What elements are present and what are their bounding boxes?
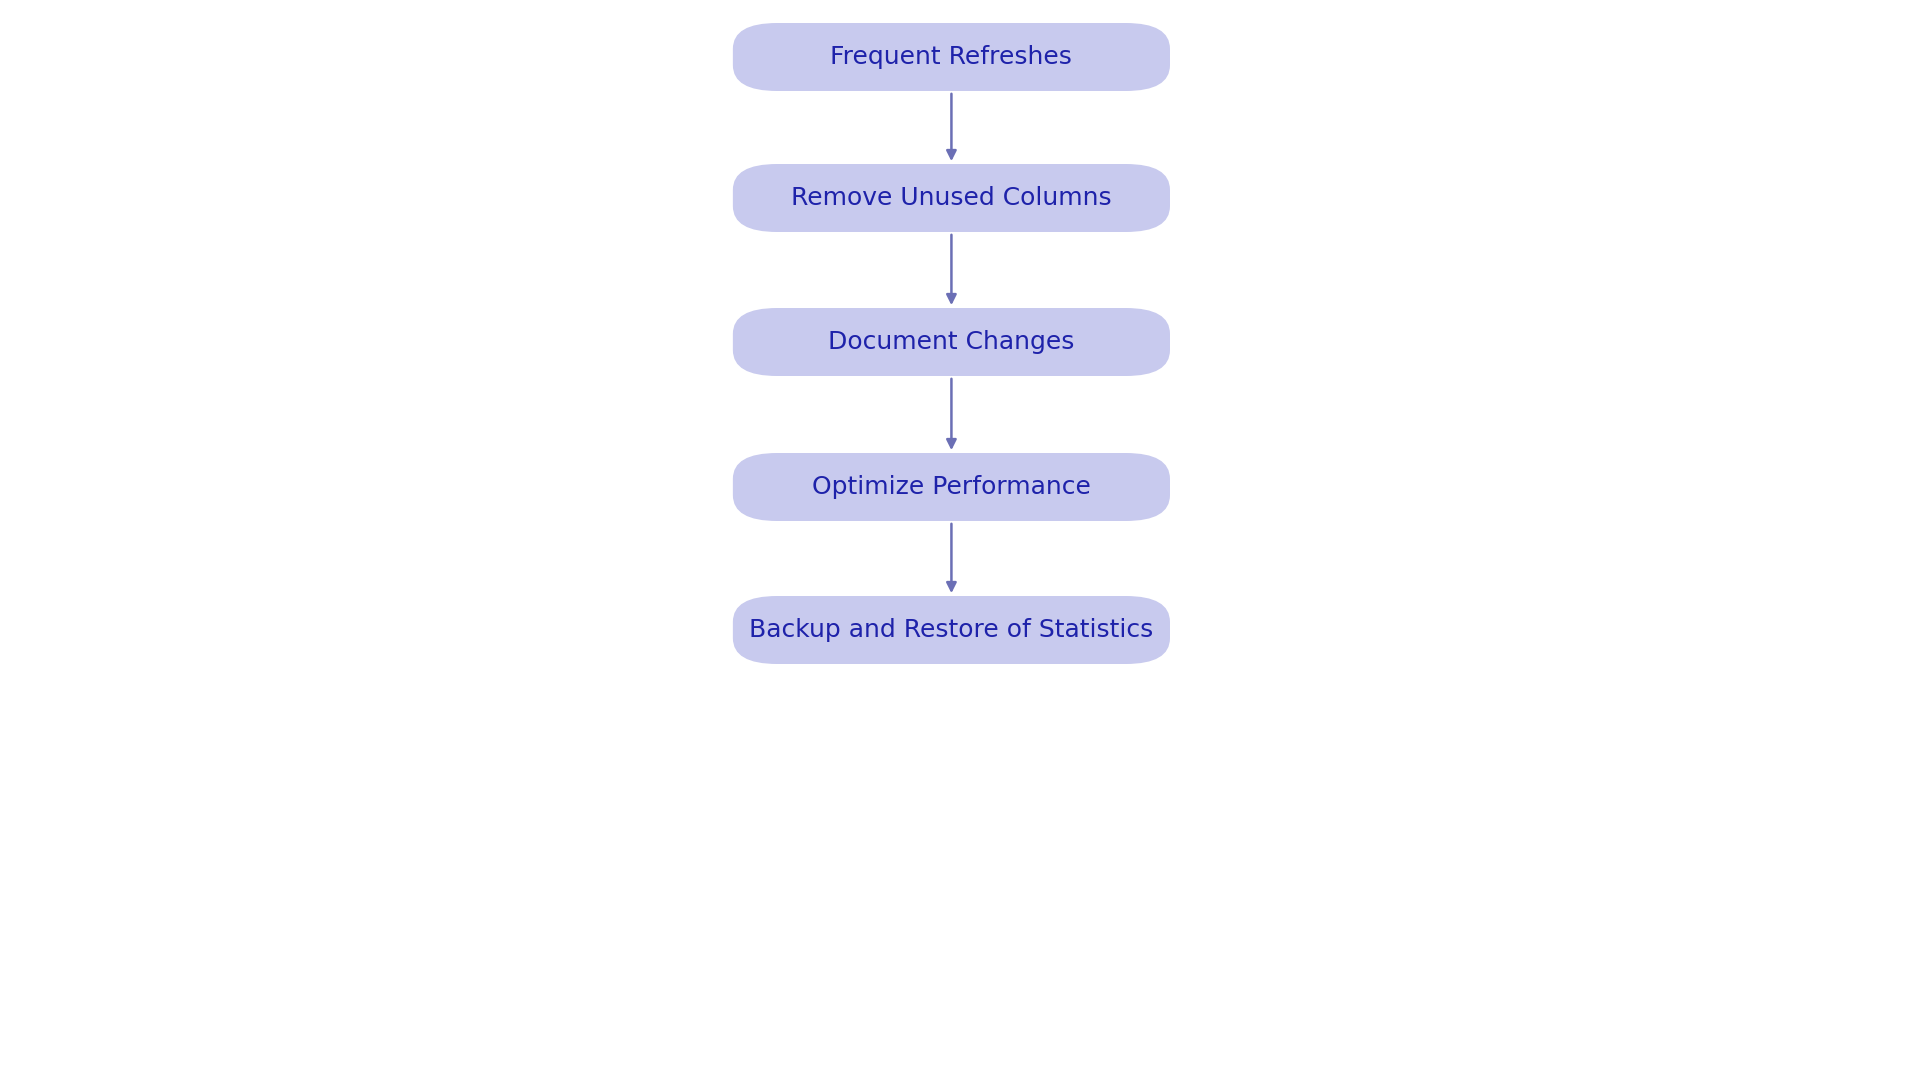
Text: Remove Unused Columns: Remove Unused Columns bbox=[791, 186, 1112, 210]
Text: Document Changes: Document Changes bbox=[828, 330, 1075, 354]
Text: Optimize Performance: Optimize Performance bbox=[812, 475, 1091, 499]
FancyBboxPatch shape bbox=[733, 164, 1169, 232]
FancyBboxPatch shape bbox=[733, 308, 1169, 376]
Text: Frequent Refreshes: Frequent Refreshes bbox=[831, 45, 1073, 69]
FancyBboxPatch shape bbox=[733, 23, 1169, 91]
Text: Backup and Restore of Statistics: Backup and Restore of Statistics bbox=[749, 618, 1154, 642]
FancyBboxPatch shape bbox=[733, 453, 1169, 521]
FancyBboxPatch shape bbox=[733, 596, 1169, 664]
